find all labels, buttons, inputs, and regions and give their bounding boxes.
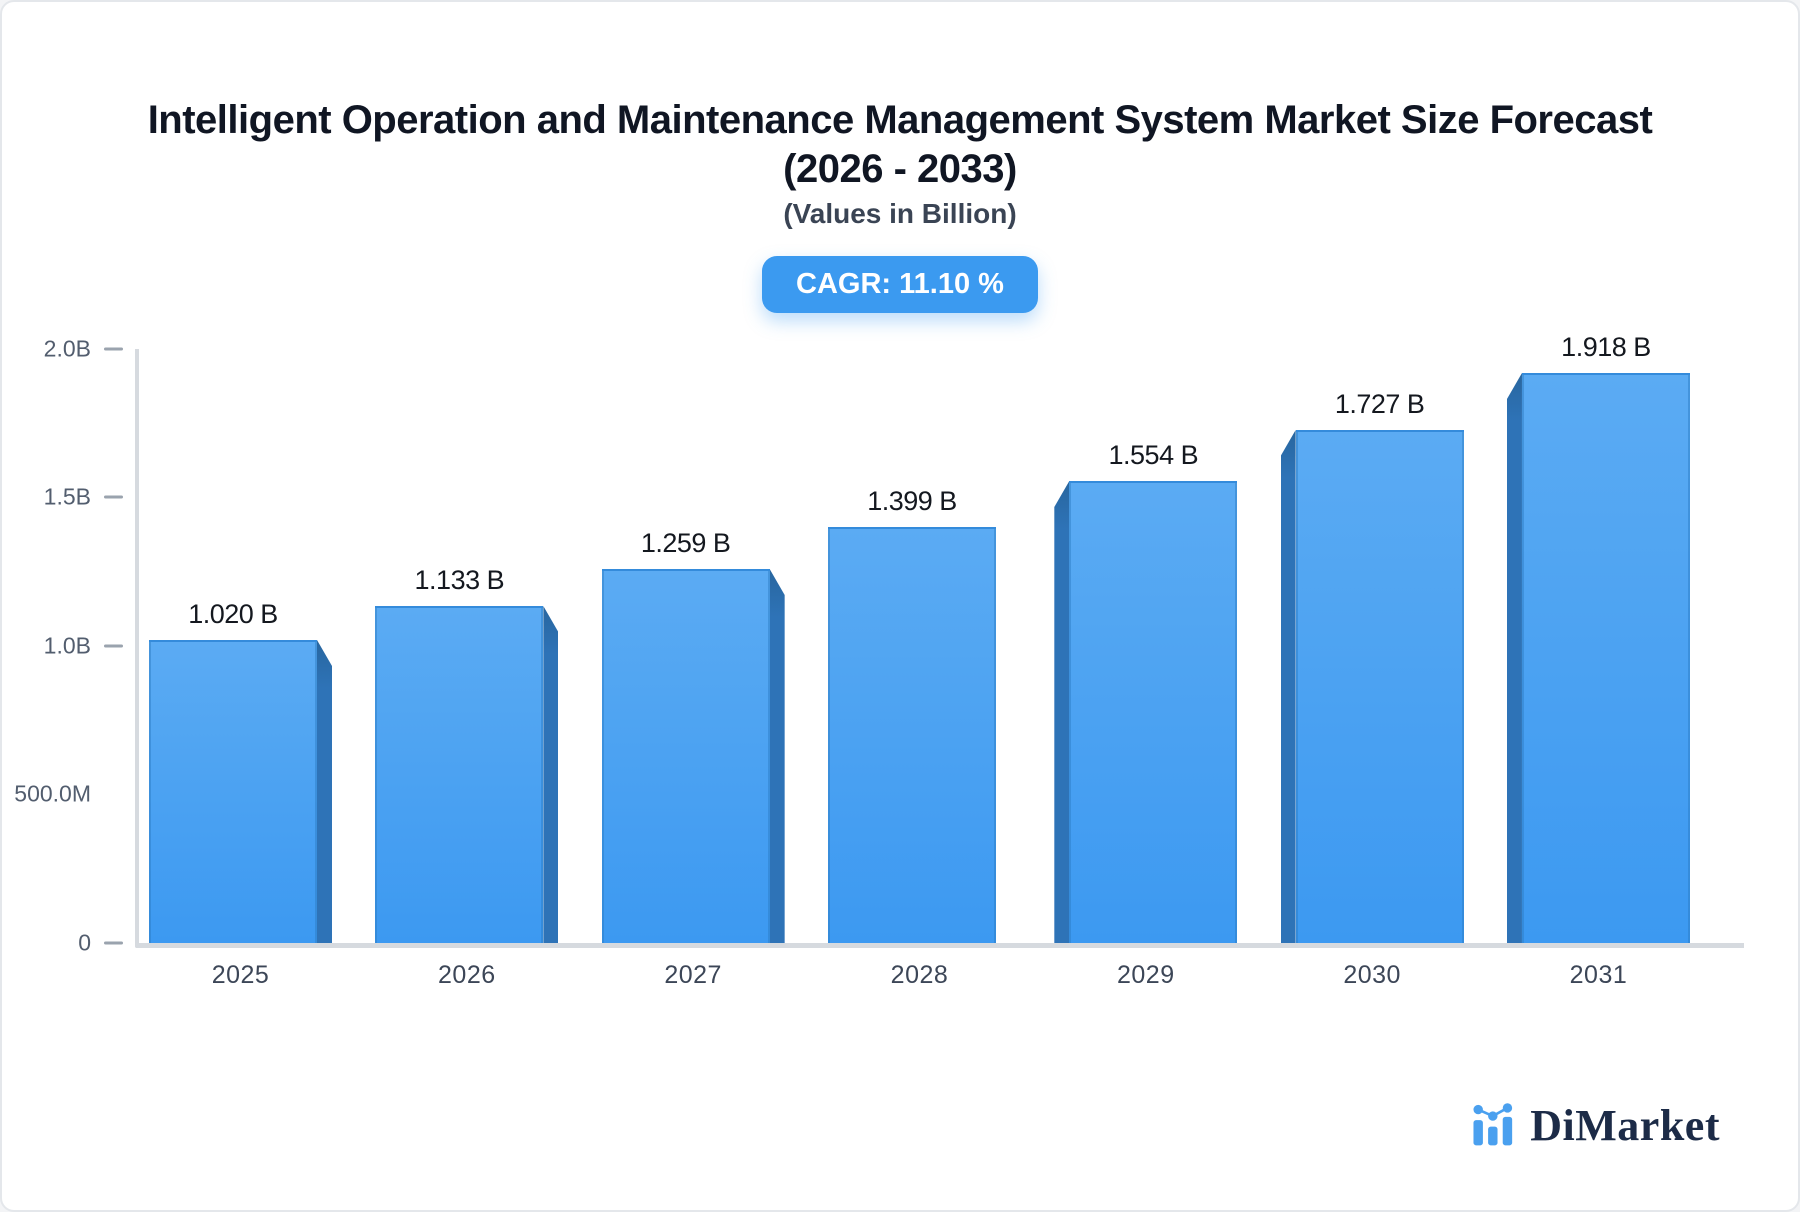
bar-face [1521, 373, 1690, 943]
bar-value-label-2031: 1.918 B [1561, 332, 1651, 362]
y-tick-dash [104, 495, 123, 499]
bar-value-label-2026: 1.133 B [414, 565, 505, 595]
y-tick-500.0M: 500.0M [14, 781, 123, 808]
bar-value-label-2029: 1.554 B [1108, 440, 1199, 470]
bar-face [1069, 481, 1238, 943]
plot-area: 2.0B 1.5B 1.0B 500.0M 0 1.020 B 1.133 B 1.259 … [14, 332, 1744, 989]
x-label-2028: 2028 [890, 961, 949, 989]
y-tick-0: 0 [78, 930, 123, 957]
y-tick-dash [104, 941, 123, 945]
brand-logo: DiMarket [1466, 1098, 1720, 1152]
y-tick-dash [104, 644, 123, 648]
y-tick-2.0B: 2.0B [44, 336, 123, 363]
bar-3d-side [1054, 481, 1070, 943]
bar-2026[interactable]: 1.133 B [375, 565, 559, 943]
bar-value-label-2028: 1.399 B [867, 486, 957, 516]
brand-logo-text: DiMarket [1530, 1100, 1720, 1150]
y-tick-label: 1.5B [43, 483, 91, 510]
bar-value-label-2027: 1.259 B [640, 528, 731, 558]
y-tick-label: 500.0M [14, 780, 91, 807]
chart-title: Intelligent Operation and Maintenance Ma… [2, 96, 1798, 194]
x-label-2025: 2025 [211, 961, 270, 989]
bar-2029[interactable]: 1.554 B [1054, 440, 1238, 943]
x-label-2029: 2029 [1117, 961, 1175, 989]
bar-3d-side [543, 606, 559, 943]
x-axis-labels: 2025 2026 2027 2028 2029 2030 2031 [139, 961, 1744, 990]
bar-3d-side [1280, 430, 1296, 943]
y-tick-label: 0 [78, 929, 91, 956]
x-label-2031: 2031 [1569, 961, 1628, 989]
bar-3d-side [317, 640, 332, 943]
bar-3d-side [769, 569, 785, 943]
y-tick-dash [104, 347, 123, 351]
bar-2025[interactable]: 1.020 B [149, 599, 332, 943]
bar-value-label-2025: 1.020 B [188, 599, 278, 629]
bar-face [1295, 430, 1464, 943]
y-axis: 2.0B 1.5B 1.0B 500.0M 0 [14, 336, 1744, 956]
y-tick-label: 2.0B [43, 335, 91, 362]
cagr-badge-row: CAGR: 11.10 % [2, 256, 1798, 313]
y-tick-label: 1.0B [43, 632, 91, 659]
bar-3d-side [1506, 373, 1522, 943]
chart-subtitle: (Values in Billion) [783, 198, 1017, 229]
x-label-2027: 2027 [664, 961, 722, 989]
chart-title-line2: (2026 - 2033) [783, 147, 1017, 191]
bars-row: 1.020 B 1.133 B 1.259 B 1.399 B 1.554 B 1.727… [139, 332, 1744, 943]
y-tick-1.5B: 1.5B [44, 484, 123, 511]
bar-face [827, 527, 996, 943]
bar-2030[interactable]: 1.727 B [1280, 389, 1464, 943]
bar-2028[interactable]: 1.399 B [827, 486, 1011, 943]
x-label-2030: 2030 [1343, 961, 1401, 989]
bar-face [149, 640, 317, 943]
chart-title-line1: Intelligent Operation and Maintenance Ma… [147, 98, 1653, 142]
bar-face [601, 569, 770, 943]
bar-2027[interactable]: 1.259 B [601, 528, 785, 943]
bar-face [375, 606, 544, 943]
cagr-badge: CAGR: 11.10 % [762, 256, 1038, 313]
bar-2031[interactable]: 1.918 B [1506, 332, 1690, 943]
bar-value-label-2030: 1.727 B [1334, 389, 1425, 419]
y-tick-1.0B: 1.0B [44, 633, 123, 660]
mini-bar-chart-logo-icon [1473, 1103, 1513, 1146]
x-label-2026: 2026 [438, 961, 496, 989]
